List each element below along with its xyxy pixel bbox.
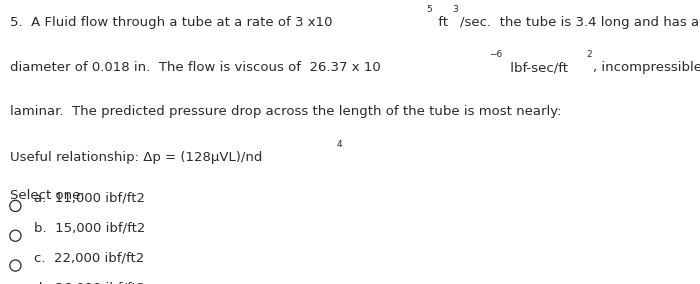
Text: c.  22,000 ibf/ft2: c. 22,000 ibf/ft2 — [34, 251, 144, 264]
Text: /sec.  the tube is 3.4 long and has an internal: /sec. the tube is 3.4 long and has an in… — [459, 16, 700, 29]
Text: b.  15,000 ibf/ft2: b. 15,000 ibf/ft2 — [34, 222, 145, 235]
Text: d.  26,000 ibf/ft2: d. 26,000 ibf/ft2 — [34, 281, 145, 284]
Text: , incompressible, steady and: , incompressible, steady and — [593, 61, 700, 74]
Text: laminar.  The predicted pressure drop across the length of the tube is most near: laminar. The predicted pressure drop acr… — [10, 105, 562, 118]
Text: 4: 4 — [336, 140, 342, 149]
Text: 5: 5 — [426, 5, 433, 14]
Text: a.  11,000 ibf/ft2: a. 11,000 ibf/ft2 — [34, 192, 145, 205]
Text: −6: −6 — [489, 50, 502, 59]
Text: Useful relationship: Δp = (128μVL)/nd: Useful relationship: Δp = (128μVL)/nd — [10, 151, 263, 164]
Text: ft: ft — [434, 16, 448, 29]
Text: diameter of 0.018 in.  The flow is viscous of  26.37 x 10: diameter of 0.018 in. The flow is viscou… — [10, 61, 382, 74]
Text: Select one:: Select one: — [10, 189, 85, 202]
Text: lbf-sec/ft: lbf-sec/ft — [506, 61, 568, 74]
Text: 5.  A Fluid flow through a tube at a rate of 3 x10: 5. A Fluid flow through a tube at a rate… — [10, 16, 333, 29]
Text: 2: 2 — [586, 50, 592, 59]
Text: 3: 3 — [452, 5, 458, 14]
